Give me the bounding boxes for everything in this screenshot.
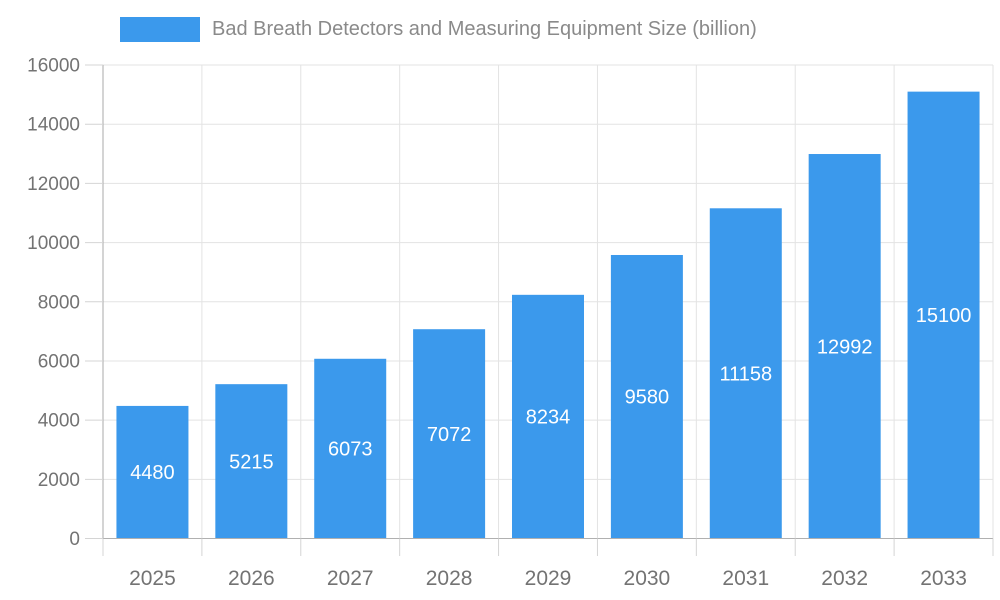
bar[interactable]: [808, 154, 881, 539]
bar[interactable]: [907, 91, 980, 539]
x-tick-label: 2033: [920, 567, 967, 590]
x-tick-label: 2027: [327, 567, 374, 590]
y-tick-label: 2000: [38, 470, 80, 491]
bar-value-label: 8234: [526, 407, 571, 429]
x-tick-label: 2032: [821, 567, 868, 590]
bar[interactable]: [610, 254, 683, 539]
y-tick-label: 6000: [38, 351, 80, 372]
x-tick-label: 2025: [129, 567, 176, 590]
bar[interactable]: [512, 294, 584, 539]
y-tick-label: 0: [69, 529, 80, 550]
legend-label: Bad Breath Detectors and Measuring Equip…: [212, 18, 757, 40]
bar-value-label: 4480: [130, 462, 175, 484]
y-tick-label: 14000: [27, 115, 80, 136]
y-tick-label: 12000: [27, 174, 80, 195]
y-tick-label: 4000: [38, 411, 80, 432]
x-tick-label: 2030: [624, 567, 671, 590]
bar[interactable]: [709, 208, 782, 539]
bar[interactable]: [413, 329, 486, 539]
bar-value-label: 5215: [229, 451, 274, 473]
bar-value-label: 7072: [427, 424, 472, 446]
bar-value-label: 6073: [328, 439, 373, 461]
legend[interactable]: Bad Breath Detectors and Measuring Equip…: [120, 17, 757, 42]
y-tick-label: 8000: [38, 292, 80, 313]
bar-value-label: 15100: [916, 305, 972, 327]
bar-value-label: 12992: [817, 336, 873, 358]
bar-value-label: 11158: [719, 363, 772, 385]
bar[interactable]: [314, 358, 387, 539]
y-tick-label: 16000: [27, 56, 80, 77]
x-tick-label: 2028: [426, 567, 473, 590]
x-tick-label: 2029: [525, 567, 572, 590]
bar[interactable]: [215, 384, 288, 539]
y-tick-label: 10000: [27, 233, 80, 254]
x-tick-label: 2026: [228, 567, 275, 590]
x-tick-label: 2031: [722, 567, 769, 590]
bar[interactable]: [116, 405, 189, 539]
legend-swatch: [120, 17, 200, 42]
bar-value-label: 9580: [625, 387, 670, 409]
